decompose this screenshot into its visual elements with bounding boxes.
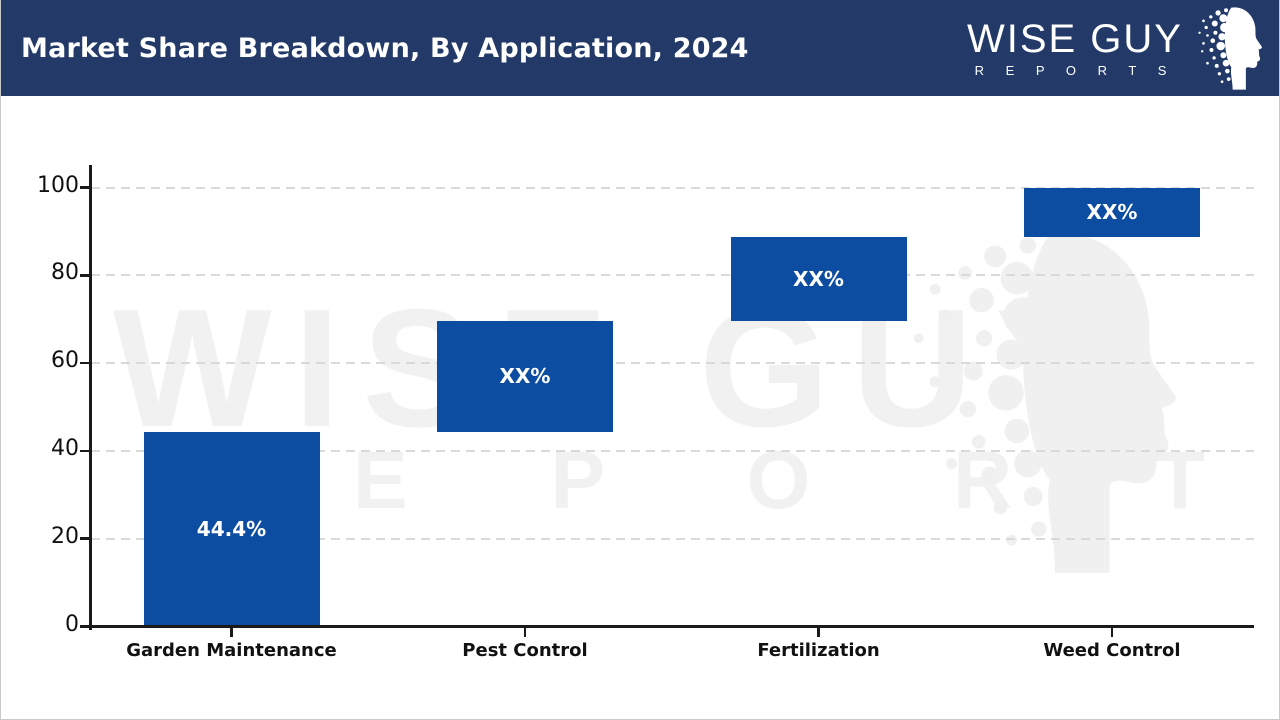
category-label-pest-control: Pest Control bbox=[462, 640, 588, 661]
wise-guy-reports-logo: WISE GUY R E P O R T S bbox=[967, 5, 1271, 91]
category-label-fertilization: Fertilization bbox=[757, 640, 880, 661]
category-label-weed-control: Weed Control bbox=[1043, 640, 1181, 661]
bar-fertilization: XX% bbox=[730, 236, 907, 322]
x-tick-mark-weed-control bbox=[1110, 628, 1114, 637]
logo-subname: R E P O R T S bbox=[974, 62, 1176, 78]
x-axis-line bbox=[84, 625, 1254, 628]
bar-value-label: XX% bbox=[793, 267, 844, 292]
x-tick-mark-fertilization bbox=[817, 628, 820, 637]
bar-value-label: XX% bbox=[1086, 200, 1138, 225]
y-tick-label-40: 40 bbox=[51, 435, 79, 461]
gridline-80 bbox=[91, 274, 1254, 277]
y-tick-label-80: 80 bbox=[51, 260, 79, 286]
y-axis-line bbox=[89, 165, 92, 630]
y-tick-mark-100 bbox=[80, 186, 89, 189]
x-tick-mark-garden-maintenance bbox=[230, 628, 233, 637]
y-tick-label-60: 60 bbox=[51, 348, 79, 374]
y-tick-label-0: 0 bbox=[65, 611, 79, 637]
logo-name: WISE GUY bbox=[966, 16, 1183, 61]
gridline-40 bbox=[91, 449, 1254, 452]
y-tick-mark-80 bbox=[80, 274, 89, 277]
category-label-garden-maintenance: Garden Maintenance bbox=[126, 640, 337, 661]
y-tick-mark-40 bbox=[80, 449, 89, 453]
watermark-dotted-head-icon bbox=[913, 233, 1176, 573]
page-title: Market Share Breakdown, By Application, … bbox=[21, 32, 749, 64]
bar-garden-maintenance: 44.4% bbox=[143, 431, 320, 627]
header-bar: Market Share Breakdown, By Application, … bbox=[1, 0, 1279, 96]
y-tick-label-100: 100 bbox=[37, 172, 79, 198]
x-tick-mark-pest-control bbox=[523, 628, 527, 637]
bar-pest-control: XX% bbox=[437, 321, 613, 432]
bar-value-label: 44.4% bbox=[196, 517, 267, 542]
y-tick-mark-20 bbox=[80, 537, 89, 540]
logo-text: WISE GUY R E P O R T S bbox=[967, 19, 1183, 78]
dotted-head-profile-icon bbox=[1198, 7, 1262, 90]
y-tick-label-20: 20 bbox=[51, 523, 79, 549]
bar-weed-control: XX% bbox=[1024, 187, 1200, 237]
gridline-20 bbox=[91, 537, 1254, 540]
y-tick-mark-60 bbox=[80, 361, 89, 365]
gridline-100 bbox=[91, 186, 1254, 189]
bar-value-label: XX% bbox=[499, 364, 551, 389]
gridline-60 bbox=[91, 362, 1254, 365]
